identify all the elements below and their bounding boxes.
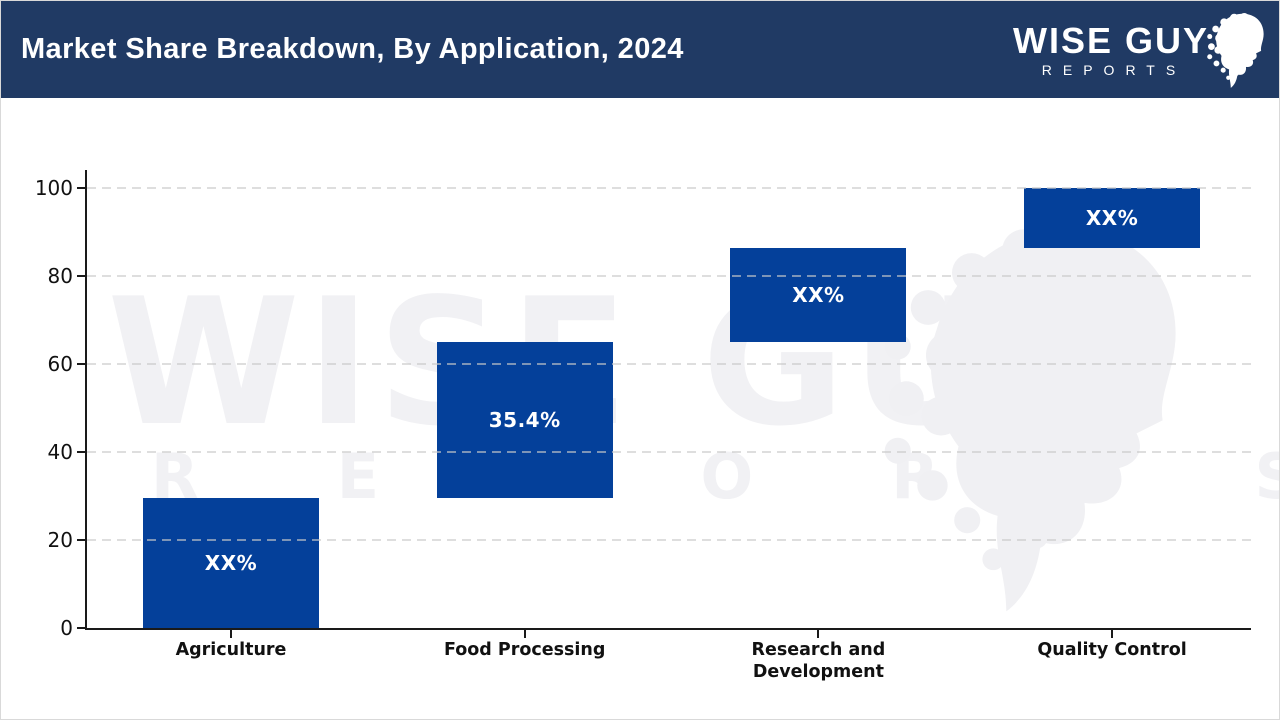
logo-subtitle: REPORTS: [1041, 61, 1187, 78]
y-axis-tick-label: 20: [47, 528, 73, 552]
chart-area: WISE GUY REPORTS 020406080100XX%Agricult…: [1, 98, 1279, 719]
x-axis-tick: [1111, 630, 1114, 638]
bar-value-label: XX%: [792, 283, 845, 308]
y-axis-tick: [77, 275, 85, 277]
waterfall-bar: XX%: [143, 498, 319, 628]
y-axis-tick: [77, 187, 85, 189]
bar-value-label: XX%: [1085, 205, 1139, 230]
x-axis-tick: [817, 630, 820, 638]
y-axis-tick: [77, 539, 85, 541]
x-axis-tick: [230, 630, 232, 638]
logo-text: WISE GUY REPORTS: [1012, 19, 1209, 78]
gridline: [87, 363, 1251, 365]
bar-value-label: XX%: [204, 551, 258, 576]
y-axis-tick-label: 0: [60, 616, 73, 640]
waterfall-bar: 35.4%: [436, 342, 613, 499]
y-axis-line: [85, 170, 87, 630]
wiseguy-logo: WISE GUY REPORTS: [1013, 8, 1267, 92]
logo-wordmark: WISE GUY: [1012, 19, 1209, 61]
x-axis-tick: [523, 630, 526, 638]
page-title: Market Share Breakdown, By Application, …: [21, 33, 684, 65]
gridline: [87, 539, 1251, 541]
gridline: [87, 275, 1251, 277]
y-axis-tick-label: 80: [47, 264, 73, 288]
y-axis-tick: [77, 451, 85, 453]
y-axis-tick-label: 100: [34, 176, 73, 200]
bar-value-label: 35.4%: [488, 408, 561, 433]
logo-head-icon: [1203, 8, 1267, 92]
header: Market Share Breakdown, By Application, …: [1, 1, 1279, 98]
y-axis-tick: [77, 363, 85, 365]
x-axis-category-label: Agriculture: [175, 640, 287, 660]
x-axis-line: [85, 628, 1251, 630]
y-axis-tick: [77, 627, 85, 629]
x-axis-category-label: Food Processing: [443, 640, 606, 660]
x-axis-category-label: Quality Control: [1037, 640, 1187, 660]
x-axis-category-label: Research and Development: [751, 640, 886, 682]
waterfall-bar: XX%: [730, 247, 907, 343]
y-axis-tick-label: 40: [47, 440, 73, 464]
y-axis-tick-label: 60: [47, 352, 73, 376]
gridline: [87, 187, 1251, 189]
waterfall-bar: XX%: [1024, 188, 1201, 248]
gridline: [87, 451, 1251, 453]
